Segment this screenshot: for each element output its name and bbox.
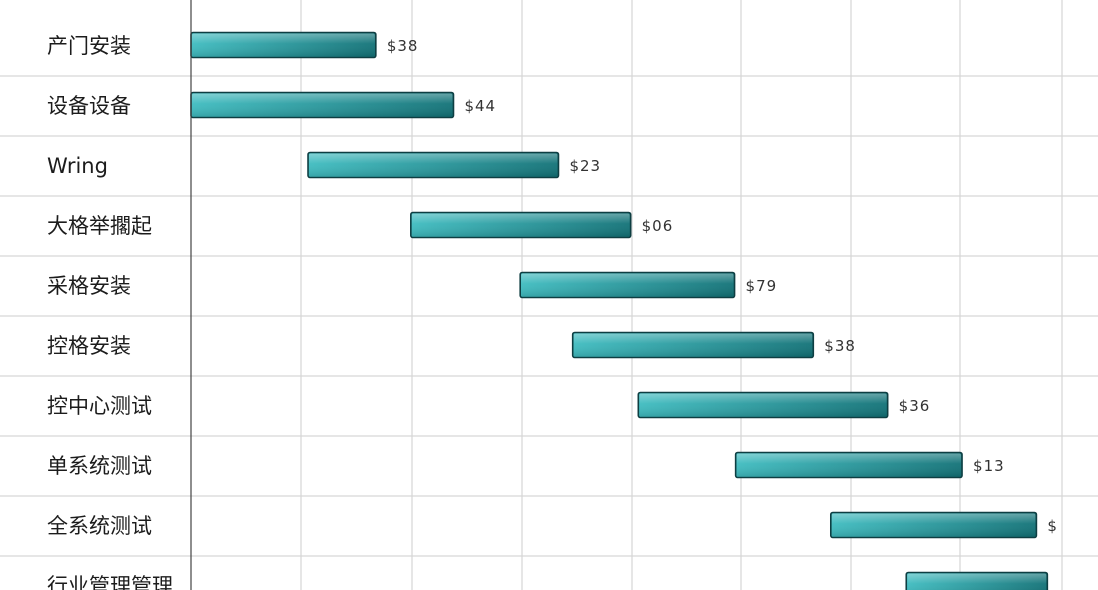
category-label: 单系统测试 bbox=[47, 454, 152, 478]
category-label: 控格安装 bbox=[47, 334, 131, 358]
gantt-bar-highlight bbox=[521, 273, 734, 297]
value-labels: $38 $44 $23 $06 $79 $38 $36 $13 $ bbox=[387, 37, 1058, 535]
category-label: 大格举擱起 bbox=[47, 214, 152, 238]
bars bbox=[190, 31, 1049, 590]
category-label: Wring bbox=[47, 154, 108, 178]
value-label: $23 bbox=[569, 157, 601, 175]
value-label: $38 bbox=[824, 337, 856, 355]
category-label: 控中心测试 bbox=[47, 394, 152, 418]
gantt-bar-highlight bbox=[192, 33, 375, 57]
value-label: $44 bbox=[464, 97, 496, 115]
category-label: 行业管理管理 bbox=[47, 574, 173, 590]
gantt-bar-highlight bbox=[192, 93, 453, 117]
category-label: 设备设备 bbox=[47, 94, 131, 118]
value-label: $ bbox=[1047, 517, 1058, 535]
value-label: $36 bbox=[899, 397, 931, 415]
category-label: 产门安装 bbox=[47, 34, 131, 58]
gantt-bar-highlight bbox=[831, 513, 1036, 537]
gantt-bar-highlight bbox=[573, 333, 813, 357]
category-label: 全系统测试 bbox=[47, 514, 152, 538]
value-label: $38 bbox=[387, 37, 419, 55]
value-label: $13 bbox=[973, 457, 1005, 475]
value-label: $06 bbox=[642, 217, 674, 235]
gantt-bar-highlight bbox=[736, 453, 962, 477]
gantt-bar-highlight bbox=[639, 393, 887, 417]
gantt-bar-highlight bbox=[309, 153, 558, 177]
gantt-bar-highlight bbox=[411, 213, 630, 237]
gantt-bar-highlight bbox=[907, 573, 1047, 590]
value-label: $79 bbox=[746, 277, 778, 295]
category-label: 采格安装 bbox=[47, 274, 131, 298]
